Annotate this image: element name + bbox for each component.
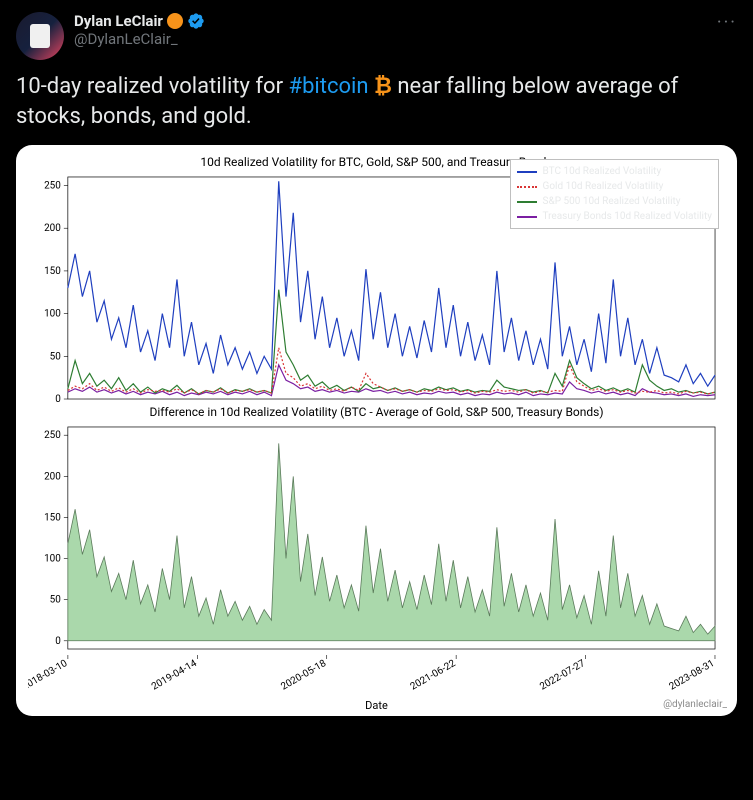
legend-label: S&P 500 10d Realized Volatility [543,194,681,209]
hashtag-bitcoin[interactable]: #bitcoin [289,74,369,99]
avatar[interactable] [16,12,64,60]
legend-label: Treasury Bonds 10d Realized Volatility [543,209,712,224]
svg-text:50: 50 [50,595,62,606]
svg-text:250: 250 [44,181,61,192]
name-block: Dylan LeClair @DylanLeClair_ [74,12,205,48]
svg-text:150: 150 [44,513,61,524]
svg-text:200: 200 [44,472,61,483]
chart-watermark: @dylanleclair_ [663,699,727,710]
svg-text:50: 50 [50,352,62,363]
chart-card: 10d Realized Volatility for BTC, Gold, S… [16,145,737,716]
legend-swatch [517,216,537,218]
svg-text:2019-04-14: 2019-04-14 [150,658,199,693]
handle[interactable]: @DylanLeClair_ [74,30,205,48]
tweet-text-pre: 10-day realized volatility for [16,74,289,99]
display-name[interactable]: Dylan LeClair [74,12,163,30]
tweet-text: 10-day realized volatility for #bitcoin … [16,72,737,131]
svg-text:100: 100 [44,554,61,565]
svg-text:2021-06-22: 2021-06-22 [409,658,458,693]
legend-swatch [517,186,537,188]
legend-row: S&P 500 10d Realized Volatility [517,194,712,209]
more-button[interactable]: ··· [717,12,737,33]
chart-xlabel: Date [28,699,725,712]
svg-text:200: 200 [44,224,61,235]
svg-text:2023-08-31: 2023-08-31 [668,658,717,693]
svg-text:2022-07-27: 2022-07-27 [538,658,587,693]
verified-badge-icon [187,12,205,30]
btc-icon: ₿ [374,74,392,99]
legend-swatch [517,171,537,173]
svg-text:150: 150 [44,266,61,277]
svg-text:0: 0 [55,636,61,647]
legend-row: Treasury Bonds 10d Realized Volatility [517,209,712,224]
svg-text:2018-03-10: 2018-03-10 [28,658,70,693]
svg-text:2020-05-18: 2020-05-18 [279,658,328,693]
svg-text:250: 250 [44,431,61,442]
orange-circle-icon [167,13,183,29]
svg-text:100: 100 [44,309,61,320]
tweet-header: Dylan LeClair @DylanLeClair_ ··· [16,12,737,60]
legend-row: BTC 10d Realized Volatility [517,164,712,179]
chart-bottom-svg: 0 50 100 150 200 250 [28,421,725,655]
legend-label: Gold 10d Realized Volatility [543,179,664,194]
legend-row: Gold 10d Realized Volatility [517,179,712,194]
chart-xaxis-svg: 2018-03-10 2019-04-14 2020-05-18 2021-06-22… [28,655,725,697]
legend-swatch [517,201,537,203]
svg-text:0: 0 [55,394,61,405]
chart-bottom-panel: Difference in 10d Realized Volatility (B… [28,405,725,712]
chart-bottom-title: Difference in 10d Realized Volatility (B… [28,405,725,419]
tweet-container: Dylan LeClair @DylanLeClair_ ··· 10-day … [0,0,753,728]
chart-top-panel: 10d Realized Volatility for BTC, Gold, S… [28,155,725,405]
chart-legend: BTC 10d Realized VolatilityGold 10d Real… [510,159,719,229]
legend-label: BTC 10d Realized Volatility [543,164,662,179]
